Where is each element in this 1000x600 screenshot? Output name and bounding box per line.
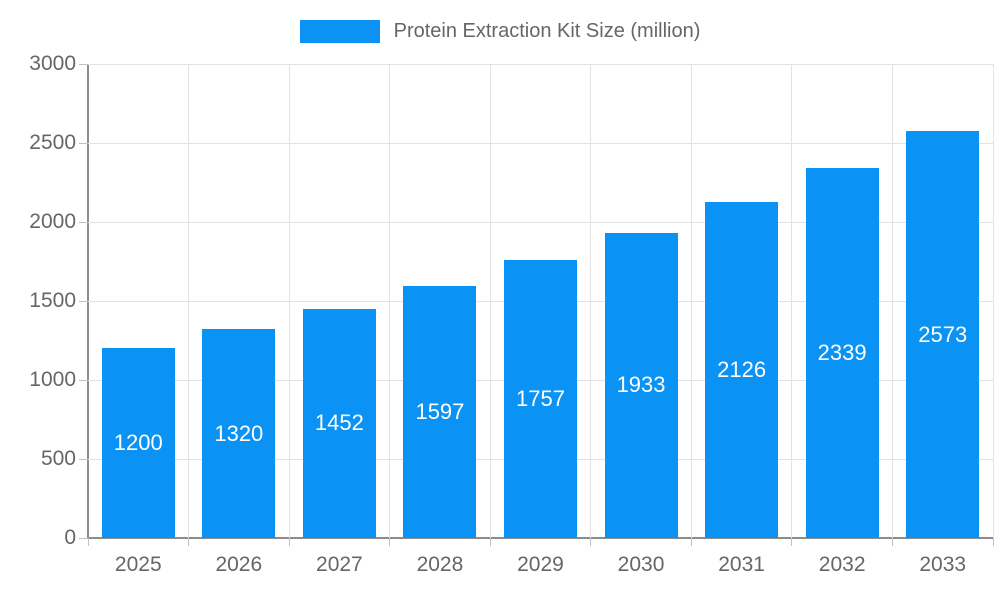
bar[interactable]: 1757 — [504, 260, 577, 538]
x-tick-label: 2033 — [919, 553, 967, 576]
y-axis-labels: 0 500 1000 1500 2000 2500 3000 — [0, 52, 76, 549]
v-gridline — [992, 64, 994, 538]
y-tick-label: 1500 — [29, 289, 76, 312]
bar[interactable]: 1597 — [403, 285, 477, 538]
y-tick-mark — [79, 63, 88, 65]
x-tick-label: 2032 — [818, 553, 866, 576]
x-tick-label: 2025 — [114, 553, 162, 576]
y-tick-mark — [79, 379, 88, 381]
y-tick-mark — [79, 300, 88, 302]
h-gridline — [88, 63, 993, 65]
v-gridline — [590, 64, 592, 538]
x-tick-label: 2026 — [215, 553, 263, 576]
bar-value-label: 2339 — [817, 340, 867, 366]
y-tick-label: 2000 — [29, 210, 76, 233]
v-gridline — [690, 64, 692, 538]
x-tick-mark — [891, 538, 893, 546]
x-tick-label: 2030 — [617, 553, 665, 576]
x-tick-mark — [389, 538, 391, 546]
bar-value-label: 2126 — [717, 357, 767, 383]
y-tick-mark — [79, 221, 88, 223]
v-gridline — [288, 64, 290, 538]
legend-swatch — [299, 19, 380, 43]
v-gridline — [489, 64, 491, 538]
bar-value-label: 1452 — [314, 410, 364, 436]
x-tick-label: 2028 — [416, 553, 464, 576]
legend-label: Protein Extraction Kit Size (million) — [393, 19, 701, 42]
y-tick-label: 2500 — [29, 131, 76, 154]
y-tick-label: 0 — [64, 526, 76, 549]
y-tick-label: 3000 — [29, 52, 76, 75]
x-tick-mark — [489, 538, 491, 546]
x-tick-label: 2031 — [718, 553, 765, 576]
bar[interactable]: 2339 — [805, 168, 879, 538]
x-tick-mark — [791, 538, 793, 546]
bar[interactable]: 1933 — [604, 232, 678, 538]
bar[interactable]: 1452 — [302, 308, 376, 538]
bar[interactable]: 1320 — [202, 329, 276, 538]
y-tick-label: 1000 — [29, 368, 76, 391]
x-tick-mark — [288, 538, 290, 546]
v-gridline — [389, 64, 391, 538]
v-gridline — [891, 64, 893, 538]
y-tick-mark — [79, 537, 88, 539]
plot-area: 1200 1320 1452 1597 1757 1933 2126 2339 2573 — [79, 63, 994, 546]
bar-value-label: 1597 — [415, 398, 465, 424]
bar[interactable]: 2126 — [705, 202, 779, 538]
bar-value-label: 1933 — [616, 372, 666, 398]
x-tick-label: 2027 — [316, 553, 363, 576]
v-gridline — [188, 64, 190, 538]
x-axis-labels: 2025 2026 2027 2028 2029 2030 2031 2032 2033 — [88, 552, 993, 582]
y-tick-mark — [79, 458, 88, 460]
x-tick-label: 2029 — [517, 553, 564, 576]
bar[interactable]: 2573 — [906, 131, 980, 538]
x-tick-mark — [87, 538, 89, 546]
y-tick-mark — [79, 142, 88, 144]
x-tick-mark — [992, 538, 994, 546]
h-gridline — [88, 142, 993, 144]
bar-value-label: 1320 — [214, 420, 264, 446]
bar-value-label: 1757 — [516, 386, 565, 412]
y-tick-label: 500 — [40, 447, 76, 470]
x-tick-mark — [590, 538, 592, 546]
h-gridline — [88, 221, 993, 223]
x-tick-mark — [188, 538, 190, 546]
x-axis-line — [87, 537, 993, 539]
bar-value-label: 2573 — [918, 321, 968, 347]
bar-value-label: 1200 — [113, 430, 163, 456]
v-gridline — [791, 64, 793, 538]
legend-item[interactable]: Protein Extraction Kit Size (million) — [0, 16, 1000, 46]
bar[interactable]: 1200 — [101, 348, 175, 538]
x-tick-mark — [690, 538, 692, 546]
